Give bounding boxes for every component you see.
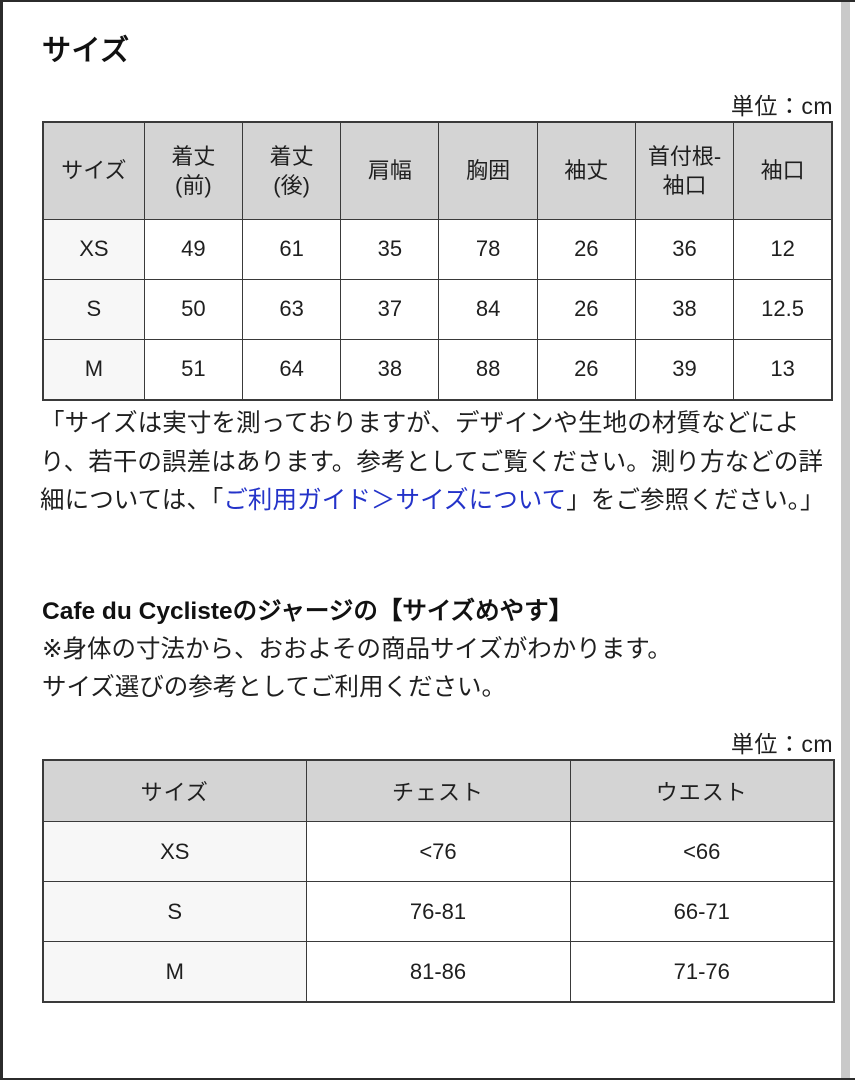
- cell-neck-to-cuff: 39: [634, 338, 735, 401]
- cell-chest: 84: [438, 278, 538, 340]
- cell-length-back: 64: [241, 338, 342, 401]
- guide-section-heading: Cafe du Cyclisteのジャージの【サイズめやす】: [42, 597, 574, 625]
- column-header-chest: 胸囲: [438, 121, 538, 220]
- cell-waist: 71-76: [569, 941, 835, 1003]
- cell-size: XS: [42, 821, 307, 883]
- column-header-neck-to-cuff: 首付根- 袖口: [634, 121, 735, 220]
- cell-sleeve-length: 26: [536, 218, 636, 280]
- column-header-cuff: 袖口: [733, 121, 833, 220]
- table-header-row: サイズ チェスト ウエスト: [42, 759, 835, 823]
- guide-subtext-line-1: ※身体の寸法から、おおよその商品サイズがわかります。: [42, 635, 672, 663]
- header-line: 首付根-: [647, 143, 722, 169]
- cell-cuff: 12.5: [733, 278, 833, 340]
- header-line: 肩幅: [367, 158, 412, 184]
- guide-table-unit-label: 単位：cm: [730, 731, 833, 758]
- header-line: (前): [175, 172, 212, 198]
- cell-cuff: 12: [733, 218, 833, 280]
- header-line: サイズ: [61, 158, 127, 184]
- scrollbar-thumb[interactable]: [841, 0, 850, 1080]
- column-header-waist: ウエスト: [569, 759, 835, 823]
- column-header-size: サイズ: [42, 759, 307, 823]
- cell-length-back: 63: [241, 278, 342, 340]
- page-title: サイズ: [42, 35, 130, 67]
- cell-shoulder-width: 35: [340, 218, 440, 280]
- cell-size: XS: [42, 218, 145, 280]
- column-header-length-back: 着丈 (後): [241, 121, 342, 220]
- header-line: (後): [273, 172, 310, 198]
- size-measurements-table: サイズ 着丈 (前) 着丈 (後) 肩幅 胸囲 袖丈: [42, 120, 833, 401]
- cell-neck-to-cuff: 36: [634, 218, 735, 280]
- column-header-shoulder-width: 肩幅: [340, 121, 440, 220]
- header-line: 胸囲: [466, 158, 511, 184]
- table-row: S 76-81 66-71: [42, 881, 835, 943]
- usage-guide-size-link[interactable]: ご利用ガイド＞サイズについて: [223, 487, 567, 515]
- column-header-sleeve-length: 袖丈: [536, 121, 636, 220]
- cell-length-front: 49: [143, 218, 243, 280]
- cell-sleeve-length: 26: [536, 338, 636, 401]
- table-header-row: サイズ 着丈 (前) 着丈 (後) 肩幅 胸囲 袖丈: [42, 121, 833, 220]
- cell-length-front: 50: [143, 278, 243, 340]
- cell-chest: <76: [305, 821, 571, 883]
- size-disclaimer-note: 「サイズは実寸を測っておりますが、デザインや生地の材質などにより、若干の誤差はあ…: [0, 401, 838, 521]
- column-header-size: サイズ: [42, 121, 145, 220]
- table-row: M 81-86 71-76: [42, 941, 835, 1003]
- header-line: 袖口: [760, 158, 805, 184]
- column-header-length-front: 着丈 (前): [143, 121, 243, 220]
- table-row: XS <76 <66: [42, 821, 835, 883]
- vertical-scrollbar[interactable]: [841, 0, 850, 1080]
- column-header-chest: チェスト: [305, 759, 571, 823]
- cell-waist: 66-71: [569, 881, 835, 943]
- guide-subtext-line-2: サイズ選びの参考としてご利用ください。: [42, 674, 507, 702]
- table-row: S 50 63 37 84 26 38 12.5: [42, 278, 833, 340]
- cell-shoulder-width: 38: [340, 338, 440, 401]
- header-line: 袖口: [662, 172, 707, 198]
- cell-size: S: [42, 881, 307, 943]
- section-spacer: [0, 521, 838, 593]
- cell-cuff: 13: [733, 338, 833, 401]
- cell-size: M: [42, 941, 307, 1003]
- cell-size: M: [42, 338, 145, 401]
- header-line: 着丈: [171, 143, 216, 169]
- header-line: 袖丈: [564, 158, 609, 184]
- table-row: M 51 64 38 88 26 39 13: [42, 338, 833, 401]
- cell-chest: 76-81: [305, 881, 571, 943]
- cell-size: S: [42, 278, 145, 340]
- page-content: サイズ 単位：cm サイズ 着丈 (前) 着丈 (後) 肩幅: [0, 35, 838, 1004]
- cell-neck-to-cuff: 38: [634, 278, 735, 340]
- cell-chest: 88: [438, 338, 538, 401]
- cell-waist: <66: [569, 821, 835, 883]
- body-size-guide-table: サイズ チェスト ウエスト XS <76 <66 S 76-81 66-71 M…: [42, 759, 835, 1004]
- cell-sleeve-length: 26: [536, 278, 636, 340]
- cell-shoulder-width: 37: [340, 278, 440, 340]
- header-line: 着丈: [269, 143, 314, 169]
- note-text-after-link: 」をご参照ください。」: [566, 487, 825, 515]
- cell-length-front: 51: [143, 338, 243, 401]
- cell-chest: 81-86: [305, 941, 571, 1003]
- cell-length-back: 61: [241, 218, 342, 280]
- note-text-before-link: 「サイズは実寸を測っておりますが、デザインや生地の材質などにより、若干の誤差はあ…: [40, 409, 824, 515]
- table-row: XS 49 61 35 78 26 36 12: [42, 218, 833, 280]
- size-table-unit-label: 単位：cm: [730, 92, 833, 119]
- cell-chest: 78: [438, 218, 538, 280]
